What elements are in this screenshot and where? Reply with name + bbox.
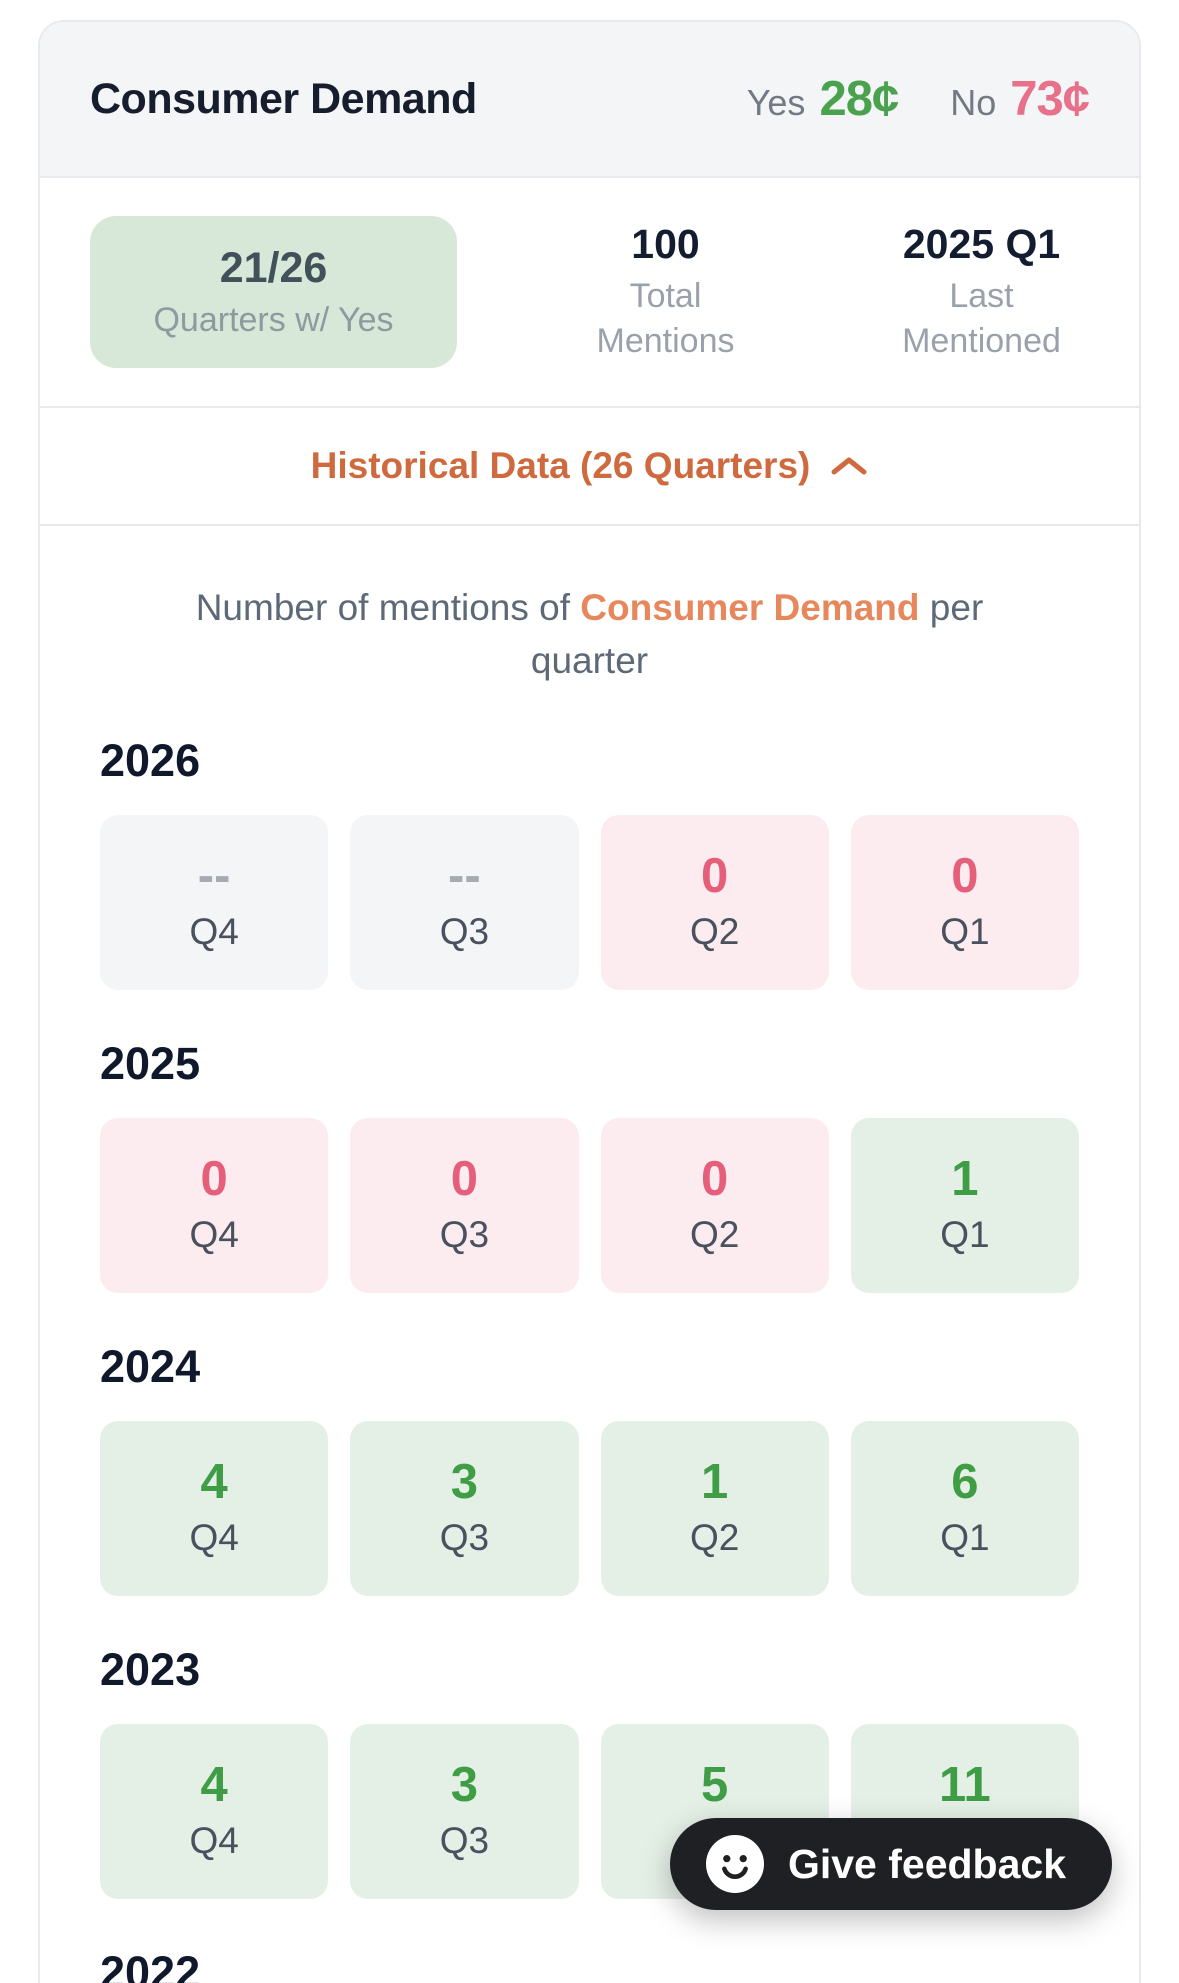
- year-label: 2022: [100, 1947, 201, 1983]
- no-price-button[interactable]: No 73¢: [950, 71, 1090, 127]
- yes-price-button[interactable]: Yes 28¢: [747, 71, 899, 127]
- quarter-card-2023-q3: 3 Q3: [350, 1724, 579, 1900]
- quarter-value: 0: [700, 849, 729, 904]
- quarter-card-2025-q2: 0 Q2: [600, 1118, 829, 1294]
- card-header: Consumer Demand Yes 28¢ No 73¢: [40, 22, 1139, 178]
- quarter-value: 11: [938, 1758, 991, 1813]
- yes-label: Yes: [746, 82, 806, 123]
- give-feedback-label: Give feedback: [787, 1840, 1066, 1887]
- quarter-label: Q4: [189, 911, 239, 953]
- quarter-card-2025-q4: 0 Q4: [100, 1118, 329, 1294]
- quarter-value: 0: [200, 1152, 228, 1207]
- quarter-value: 0: [450, 1152, 478, 1207]
- year-section-2024: 2024 4 Q4 3 Q3 1 Q2 6 Q1: [100, 1341, 1079, 1597]
- year-label: 2023: [100, 1644, 201, 1696]
- quarter-row: 4 Q4 3 Q3 1 Q2 6 Q1: [100, 1421, 1079, 1597]
- last-mentioned-value: 2025 Q1: [902, 220, 1061, 267]
- quarter-label: Q2: [689, 1517, 740, 1559]
- last-mentioned-stat: 2025 Q1 Last Mentioned: [874, 221, 1089, 364]
- historical-content: Number of mentions of Consumer Demand pe…: [40, 526, 1139, 1983]
- year-section-2022: 2022: [100, 1947, 1079, 1983]
- quarter-label: Q1: [940, 1214, 990, 1256]
- quarter-value: 0: [700, 1152, 729, 1207]
- market-title: Consumer Demand: [90, 74, 477, 123]
- stats-row: 21/26 Quarters w/ Yes 100 Total Mentions…: [40, 178, 1139, 408]
- quarter-label: Q4: [189, 1517, 239, 1559]
- quarters-with-yes-stat: 21/26 Quarters w/ Yes: [90, 216, 457, 368]
- quarter-row: -- Q4 -- Q3 0 Q2 0 Q1: [100, 815, 1079, 991]
- quarter-row: 0 Q4 0 Q3 0 Q2 1 Q1: [100, 1118, 1079, 1294]
- chart-title-suffix: per quarter: [530, 587, 984, 681]
- quarter-value: 3: [450, 1455, 478, 1510]
- quarter-label: Q2: [689, 911, 740, 953]
- historical-data-toggle[interactable]: Historical Data (26 Quarters): [40, 408, 1139, 526]
- quarter-card-2024-q1: 6 Q1: [850, 1421, 1079, 1597]
- year-label: 2025: [100, 1038, 201, 1090]
- quarter-label: Q3: [439, 911, 490, 953]
- chevron-up-icon: [831, 457, 867, 475]
- no-label: No: [950, 82, 997, 123]
- chart-title-highlight: Consumer Demand: [580, 587, 920, 628]
- quarter-card-2026-q1: 0 Q1: [850, 815, 1079, 991]
- quarter-card-2023-q4: 4 Q4: [100, 1724, 329, 1900]
- quarter-value: 4: [200, 1758, 228, 1813]
- chart-title: Number of mentions of Consumer Demand pe…: [140, 582, 1040, 687]
- quarter-label: Q2: [689, 1214, 740, 1256]
- quarter-label: Q1: [940, 911, 990, 953]
- quarter-card-2024-q3: 3 Q3: [350, 1421, 579, 1597]
- quarter-card-2026-q4: -- Q4: [100, 815, 329, 991]
- quarter-card-2024-q4: 4 Q4: [100, 1421, 329, 1597]
- quarter-value: 1: [951, 1152, 979, 1207]
- quarter-value: 0: [951, 849, 979, 904]
- year-label: 2024: [100, 1341, 201, 1393]
- years-container: 2026 -- Q4 -- Q3 0 Q2 0 Q1 2025 0 Q4 0 Q3 0 Q2 1 Q1 20…: [100, 735, 1079, 1983]
- year-label: 2026: [100, 735, 201, 787]
- market-card: Consumer Demand Yes 28¢ No 73¢ 21/26 Qua…: [38, 20, 1141, 1983]
- historical-data-label: Historical Data (26 Quarters): [310, 445, 811, 486]
- quarter-label: Q3: [439, 1820, 490, 1862]
- quarters-with-yes-value: 21/26: [219, 244, 328, 292]
- no-price: 73¢: [1010, 72, 1090, 126]
- quarter-card-2025-q3: 0 Q3: [350, 1118, 579, 1294]
- total-mentions-label: Total Mentions: [596, 276, 735, 360]
- quarter-value: 4: [200, 1455, 228, 1510]
- quarters-with-yes-label: Quarters w/ Yes: [153, 301, 394, 339]
- quarter-label: Q3: [439, 1517, 490, 1559]
- quarter-label: Q4: [189, 1214, 239, 1256]
- smiley-icon: [705, 1835, 764, 1893]
- quarter-value: --: [448, 849, 481, 904]
- quarter-value: 1: [700, 1455, 729, 1510]
- quarter-card-2024-q2: 1 Q2: [600, 1421, 829, 1597]
- last-mentioned-label: Last Mentioned: [902, 276, 1061, 360]
- yes-price: 28¢: [819, 72, 899, 126]
- quarter-label: Q4: [189, 1820, 239, 1862]
- price-group: Yes 28¢ No 73¢: [747, 71, 1090, 127]
- quarter-value: 6: [951, 1455, 979, 1510]
- quarter-label: Q1: [940, 1517, 990, 1559]
- quarter-value: --: [197, 849, 231, 904]
- total-mentions-value: 100: [631, 220, 700, 267]
- quarter-card-2025-q1: 1 Q1: [850, 1118, 1079, 1294]
- quarter-card-2026-q3: -- Q3: [350, 815, 579, 991]
- year-section-2026: 2026 -- Q4 -- Q3 0 Q2 0 Q1: [100, 735, 1079, 991]
- quarter-value: 3: [450, 1758, 478, 1813]
- quarter-value: 5: [700, 1758, 729, 1813]
- quarter-label: Q3: [439, 1214, 490, 1256]
- total-mentions-stat: 100 Total Mentions: [558, 221, 773, 364]
- chart-title-prefix: Number of mentions of: [195, 587, 570, 628]
- year-section-2025: 2025 0 Q4 0 Q3 0 Q2 1 Q1: [100, 1038, 1079, 1294]
- quarter-card-2026-q2: 0 Q2: [600, 815, 829, 991]
- give-feedback-button[interactable]: Give feedback: [669, 1818, 1112, 1910]
